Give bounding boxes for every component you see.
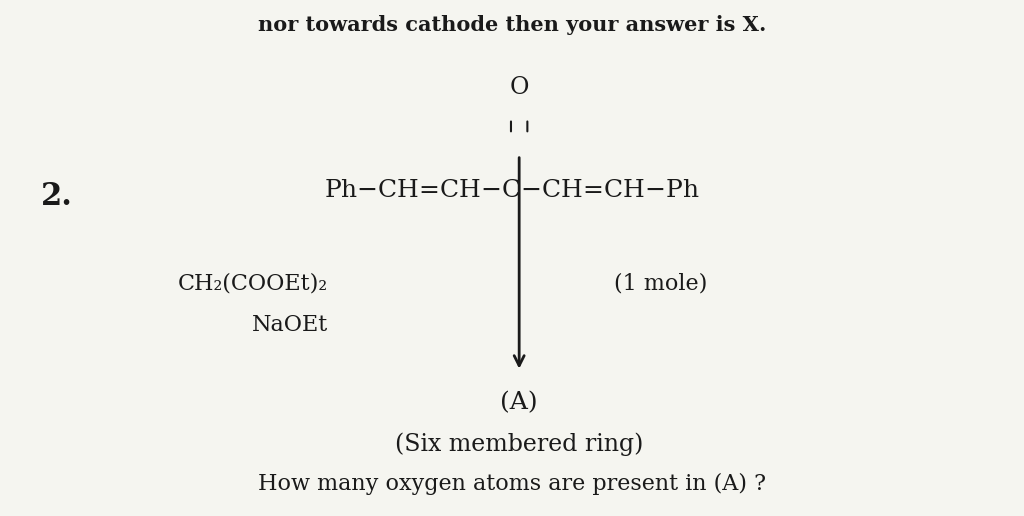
Text: (A): (A) [501, 391, 538, 414]
Text: NaOEt: NaOEt [252, 314, 328, 336]
Text: (Six membered ring): (Six membered ring) [395, 432, 643, 456]
Text: 2.: 2. [41, 181, 73, 212]
Text: How many oxygen atoms are present in (A) ?: How many oxygen atoms are present in (A)… [258, 473, 766, 495]
Text: (1 mole): (1 mole) [614, 273, 708, 295]
Text: O: O [509, 76, 529, 99]
Text: CH₂(COOEt)₂: CH₂(COOEt)₂ [177, 273, 328, 295]
Text: nor towards cathode then your answer is X.: nor towards cathode then your answer is … [258, 15, 766, 36]
Text: Ph$-$CH=CH$-$C$-$CH=CH$-$Ph: Ph$-$CH=CH$-$C$-$CH=CH$-$Ph [325, 180, 699, 202]
